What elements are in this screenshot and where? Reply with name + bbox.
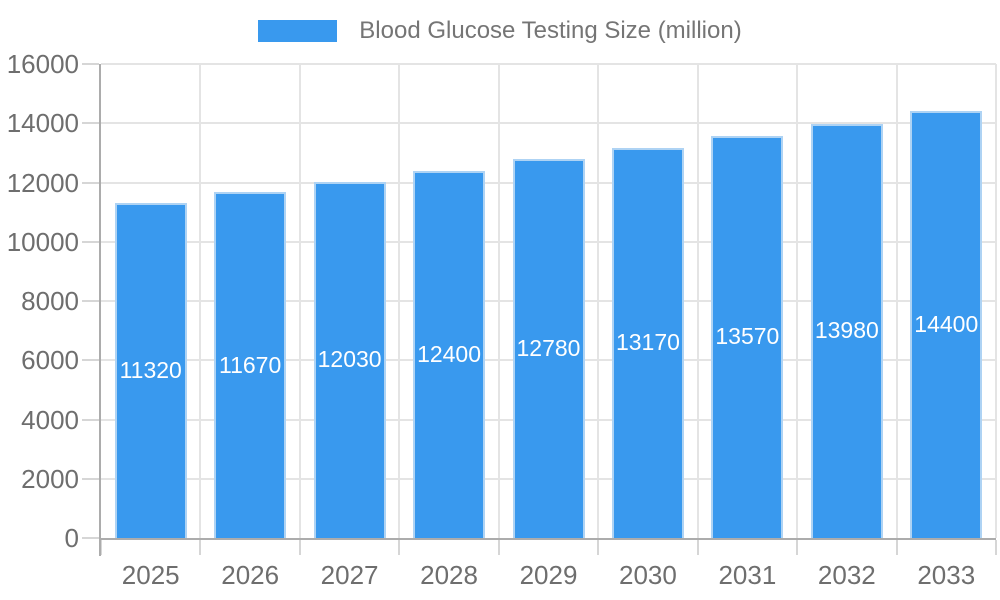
x-gridline <box>597 64 600 538</box>
x-gridline <box>796 64 799 538</box>
bar-value-label: 14400 <box>914 311 979 338</box>
x-tick-label: 2027 <box>320 560 379 590</box>
bar[interactable] <box>313 181 386 538</box>
x-gridline <box>199 64 202 538</box>
x-tick <box>497 540 500 555</box>
x-tick-label: 2026 <box>221 560 280 590</box>
chart-legend[interactable]: Blood Glucose Testing Size (million) <box>0 17 1000 45</box>
y-tick-label: 6000 <box>21 345 79 376</box>
legend-swatch <box>258 20 338 42</box>
y-tick <box>82 300 99 302</box>
x-tick <box>995 540 997 555</box>
y-tick <box>82 63 99 65</box>
x-tick <box>796 540 799 555</box>
y-tick-label: 16000 <box>6 49 79 79</box>
x-axis-line <box>99 538 996 540</box>
y-tick <box>82 181 99 184</box>
y-tick <box>82 477 99 480</box>
bar-value-label: 11670 <box>219 351 282 378</box>
x-gridline <box>298 64 301 538</box>
bar[interactable] <box>611 147 684 538</box>
y-gridline <box>101 122 996 125</box>
y-tick <box>82 240 99 243</box>
legend-label: Blood Glucose Testing Size (million) <box>359 17 742 44</box>
x-gridline <box>696 64 699 538</box>
x-tick-label: 2031 <box>718 560 777 590</box>
x-tick <box>100 540 102 555</box>
x-tick-label: 2033 <box>917 560 976 590</box>
y-tick <box>82 122 99 125</box>
bar-value-label: 12400 <box>417 340 482 367</box>
x-tick-label: 2029 <box>519 560 578 590</box>
x-gridline <box>895 64 898 538</box>
y-tick <box>82 418 99 421</box>
x-tick <box>398 540 401 555</box>
bar[interactable] <box>114 202 187 538</box>
y-tick <box>82 359 99 362</box>
bar[interactable] <box>810 123 883 538</box>
bar-value-label: 13170 <box>615 329 680 356</box>
x-tick <box>696 540 699 555</box>
x-tick-label: 2025 <box>121 560 180 590</box>
x-gridline <box>497 64 500 538</box>
y-tick-label: 14000 <box>6 108 79 139</box>
x-tick-label: 2030 <box>619 560 677 590</box>
y-tick <box>82 537 99 539</box>
x-tick-label: 2032 <box>817 560 876 590</box>
bar[interactable] <box>214 192 287 538</box>
y-tick-label: 0 <box>64 523 79 553</box>
y-tick-label: 4000 <box>21 404 79 435</box>
bar-value-label: 13570 <box>715 323 780 350</box>
bar[interactable] <box>512 159 585 538</box>
y-gridline <box>101 63 996 65</box>
bar-value-label: 12030 <box>317 346 382 373</box>
y-tick-label: 12000 <box>6 167 79 198</box>
x-gridline <box>995 64 997 538</box>
x-tick <box>895 540 898 555</box>
x-gridline <box>398 64 401 538</box>
x-tick <box>597 540 600 555</box>
bar[interactable] <box>711 135 784 538</box>
bar[interactable] <box>910 111 983 538</box>
y-tick-label: 8000 <box>21 286 79 316</box>
x-tick <box>298 540 301 555</box>
x-tick-label: 2028 <box>420 560 478 590</box>
y-tick-label: 10000 <box>6 226 79 257</box>
y-tick-label: 2000 <box>21 463 79 494</box>
bar-value-label: 12780 <box>516 335 581 362</box>
y-axis-line <box>99 64 101 556</box>
bar[interactable] <box>413 170 486 538</box>
bar-value-label: 13980 <box>814 317 879 344</box>
x-tick <box>199 540 202 555</box>
bar-value-label: 11320 <box>119 356 182 383</box>
